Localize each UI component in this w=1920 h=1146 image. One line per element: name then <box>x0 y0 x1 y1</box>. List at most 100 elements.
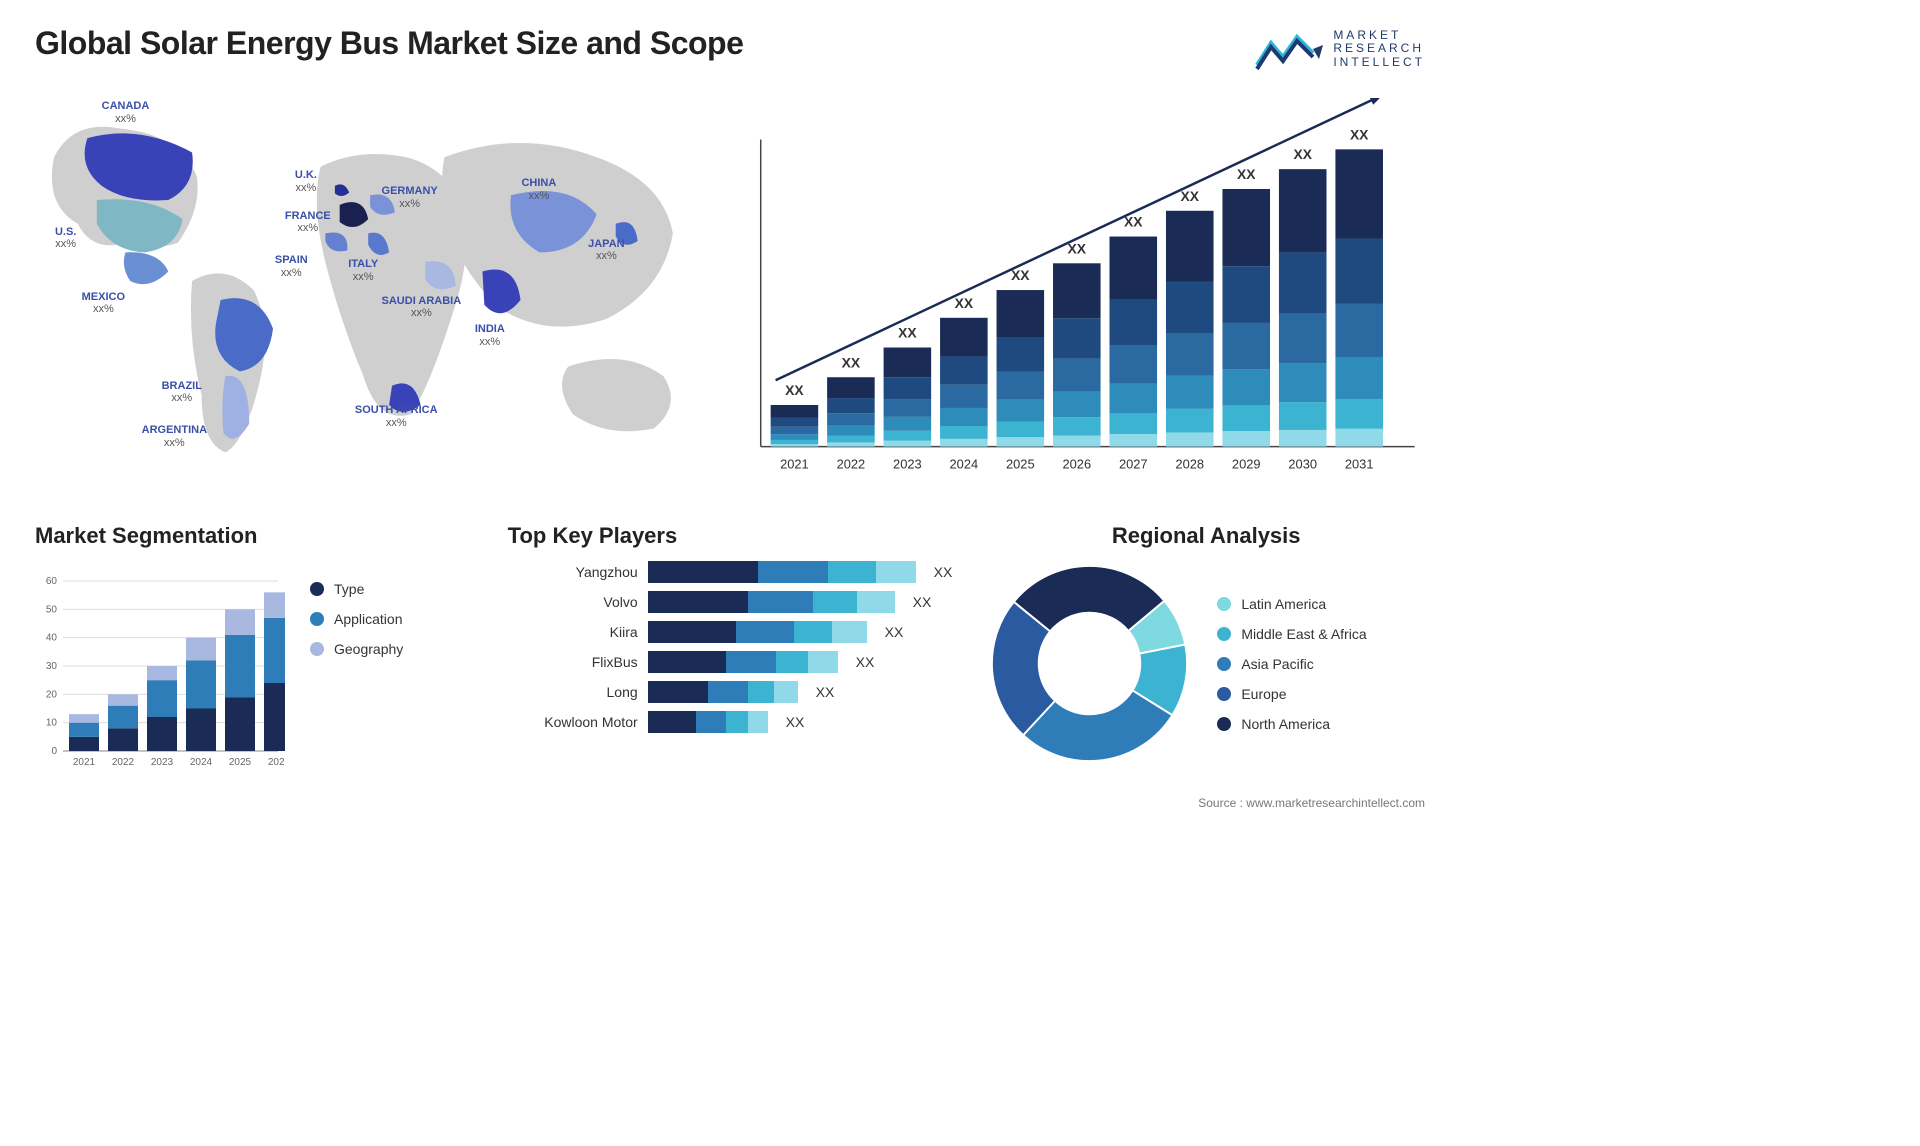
map-label-india: INDIAxx% <box>475 323 505 348</box>
svg-text:XX: XX <box>1181 188 1200 204</box>
key-players-panel: Top Key Players Yangzhou XX Volvo XX Kiira XX… <box>508 523 953 771</box>
seg-legend-type: Type <box>310 581 403 597</box>
kp-row-kiira: Kiira XX <box>508 621 953 643</box>
svg-text:2028: 2028 <box>1176 456 1205 471</box>
map-label-argentina: ARGENTINAxx% <box>142 424 207 449</box>
svg-text:2023: 2023 <box>893 456 922 471</box>
map-label-south-africa: SOUTH AFRICAxx% <box>355 404 438 429</box>
world-map-icon <box>35 88 701 493</box>
svg-text:2027: 2027 <box>1119 456 1148 471</box>
kp-bar <box>648 711 768 733</box>
kp-bar <box>648 561 916 583</box>
map-label-china: CHINAxx% <box>521 177 556 202</box>
map-label-saudi-arabia: SAUDI ARABIAxx% <box>382 295 462 320</box>
map-label-u-k-: U.K.xx% <box>295 169 317 194</box>
brand-logo: MARKET RESEARCH INTELLECT <box>1253 25 1425 73</box>
svg-text:XX: XX <box>786 382 805 398</box>
segmentation-legend: Type Application Geography <box>310 561 403 771</box>
kp-name: FlixBus <box>508 654 638 670</box>
map-label-canada: CANADAxx% <box>102 100 150 125</box>
svg-text:40: 40 <box>46 633 58 644</box>
svg-text:2021: 2021 <box>73 757 96 768</box>
svg-text:2025: 2025 <box>1006 456 1035 471</box>
svg-text:30: 30 <box>46 661 58 672</box>
segmentation-panel: Market Segmentation 0 10 20 30 40 50 60 2021 202… <box>35 523 473 771</box>
segmentation-title: Market Segmentation <box>35 523 473 549</box>
kp-bar <box>648 591 895 613</box>
logo-line3: INTELLECT <box>1333 56 1425 69</box>
kp-row-yangzhou: Yangzhou XX <box>508 561 953 583</box>
svg-text:2031: 2031 <box>1345 456 1374 471</box>
kp-value: XX <box>877 624 904 640</box>
svg-text:XX: XX <box>842 354 861 370</box>
svg-text:2025: 2025 <box>229 757 252 768</box>
svg-text:2026: 2026 <box>1063 456 1092 471</box>
kp-name: Kowloon Motor <box>508 714 638 730</box>
kp-bar <box>648 621 867 643</box>
svg-text:2024: 2024 <box>950 456 979 471</box>
reg-legend-north-america: North America <box>1217 716 1366 732</box>
segmentation-bar-chart: 0 10 20 30 40 50 60 2021 2022 2023 2024 2025 2026 <box>35 561 285 771</box>
kp-value: XX <box>808 684 835 700</box>
page-title: Global Solar Energy Bus Market Size and … <box>35 25 743 62</box>
svg-text:50: 50 <box>46 604 58 615</box>
key-players-title: Top Key Players <box>508 523 953 549</box>
svg-text:XX: XX <box>955 295 974 311</box>
svg-text:60: 60 <box>46 576 58 587</box>
kp-value: XX <box>905 594 932 610</box>
map-label-france: FRANCExx% <box>285 210 331 235</box>
map-label-japan: JAPANxx% <box>588 238 624 263</box>
kp-name: Kiira <box>508 624 638 640</box>
kp-row-volvo: Volvo XX <box>508 591 953 613</box>
map-label-u-s-: U.S.xx% <box>55 226 76 251</box>
svg-text:XX: XX <box>1237 166 1256 182</box>
kp-name: Yangzhou <box>508 564 638 580</box>
map-label-italy: ITALYxx% <box>348 258 378 283</box>
svg-text:2029: 2029 <box>1232 456 1261 471</box>
kp-row-kowloon-motor: Kowloon Motor XX <box>508 711 953 733</box>
svg-text:2022: 2022 <box>112 757 135 768</box>
regional-panel: Regional Analysis Latin America Middle Ea… <box>987 523 1425 771</box>
svg-text:2023: 2023 <box>151 757 174 768</box>
seg-legend-application: Application <box>310 611 403 627</box>
logo-mark-icon <box>1253 25 1323 73</box>
reg-legend-latin-america: Latin America <box>1217 596 1366 612</box>
svg-text:0: 0 <box>51 746 57 757</box>
growth-chart-panel: XX 2021 XX 2022 XX 2023 XX 2024 XX 2025 XX 2026 XX 20… <box>731 88 1425 493</box>
reg-legend-middle-east-africa: Middle East & Africa <box>1217 626 1366 642</box>
svg-text:2024: 2024 <box>190 757 213 768</box>
svg-text:XX: XX <box>899 325 918 341</box>
kp-value: XX <box>778 714 805 730</box>
kp-row-flixbus: FlixBus XX <box>508 651 953 673</box>
svg-text:XX: XX <box>1350 126 1369 142</box>
kp-name: Long <box>508 684 638 700</box>
regional-title: Regional Analysis <box>987 523 1425 549</box>
kp-name: Volvo <box>508 594 638 610</box>
world-map-panel: CANADAxx% U.S.xx% MEXICOxx% BRAZILxx% ARGENT… <box>35 88 701 493</box>
map-label-spain: SPAINxx% <box>275 254 308 279</box>
regional-legend: Latin America Middle East & Africa Asia Pa… <box>1217 596 1366 732</box>
source-text: Source : www.marketresearchintellect.com <box>1198 796 1425 810</box>
svg-text:2026: 2026 <box>268 757 285 768</box>
kp-bar <box>648 651 838 673</box>
kp-value: XX <box>926 564 953 580</box>
svg-text:20: 20 <box>46 689 58 700</box>
map-label-germany: GERMANYxx% <box>382 185 438 210</box>
kp-row-long: Long XX <box>508 681 953 703</box>
seg-legend-geography: Geography <box>310 641 403 657</box>
svg-text:2021: 2021 <box>780 456 809 471</box>
svg-text:10: 10 <box>46 718 58 729</box>
key-players-list: YangzhouXXVolvoXXKiiraXXFlixBusXXLongXXK… <box>508 561 953 733</box>
map-label-brazil: BRAZILxx% <box>162 380 202 405</box>
svg-text:XX: XX <box>1294 146 1313 162</box>
kp-value: XX <box>848 654 875 670</box>
map-label-mexico: MEXICOxx% <box>82 291 125 316</box>
growth-bar-chart: XX 2021 XX 2022 XX 2023 XX 2024 XX 2025 XX 2026 XX 20… <box>731 98 1425 493</box>
reg-legend-asia-pacific: Asia Pacific <box>1217 656 1366 672</box>
regional-donut-chart <box>987 561 1192 766</box>
svg-text:2022: 2022 <box>837 456 866 471</box>
kp-bar <box>648 681 798 703</box>
reg-legend-europe: Europe <box>1217 686 1366 702</box>
svg-text:2030: 2030 <box>1289 456 1318 471</box>
logo-line2: RESEARCH <box>1333 42 1425 55</box>
